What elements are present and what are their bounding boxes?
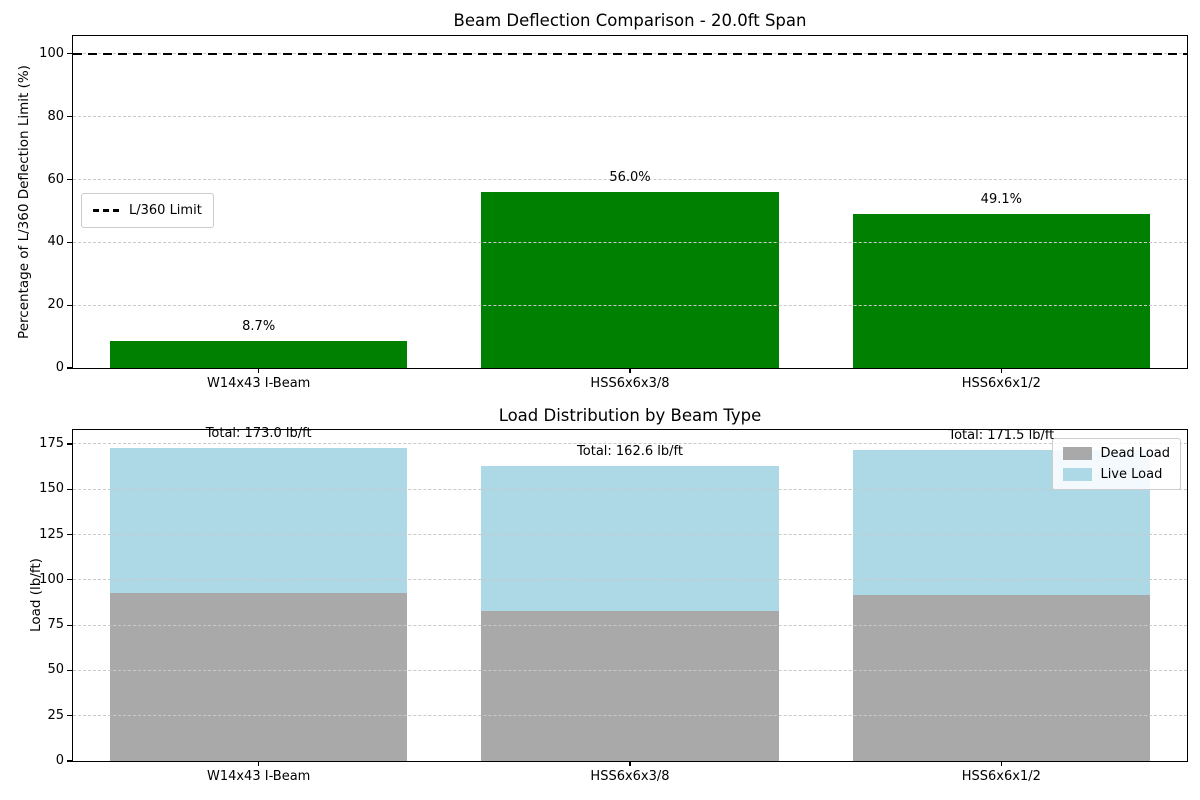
x-tick-mark bbox=[258, 368, 260, 373]
y-tick-mark bbox=[67, 760, 73, 762]
load-y-axis-label: Load (lb/ft) bbox=[28, 558, 44, 632]
y-tick-mark bbox=[67, 178, 73, 181]
y-tick-mark bbox=[67, 443, 73, 445]
y-tick-label: 50 bbox=[47, 662, 64, 678]
y-tick-mark bbox=[67, 241, 73, 243]
x-tick-label: HSS6x6x3/8 bbox=[590, 376, 670, 391]
y-tick-label: 0 bbox=[55, 753, 64, 768]
bar-segment bbox=[110, 340, 408, 368]
bar-segment bbox=[852, 595, 1150, 761]
grid-line bbox=[73, 178, 1187, 180]
x-tick-label: HSS6x6x1/2 bbox=[961, 376, 1041, 391]
y-tick-mark bbox=[67, 488, 73, 490]
bar-segment bbox=[110, 447, 408, 593]
bar-value-label: 56.0% bbox=[609, 170, 651, 186]
legend-row-live-load: Live Load bbox=[1063, 467, 1170, 482]
bar-segment bbox=[481, 611, 779, 761]
legend-row-dead-load: Dead Load bbox=[1063, 446, 1170, 461]
deflection-legend: L/360 Limit bbox=[81, 193, 214, 228]
legend-label-live-load: Live Load bbox=[1100, 467, 1163, 482]
y-tick-label: 0 bbox=[55, 360, 64, 375]
y-tick-label: 75 bbox=[47, 617, 64, 633]
bar-value-label: Total: 171.5 lb/ft bbox=[948, 428, 1055, 444]
y-tick-mark bbox=[67, 624, 73, 626]
x-tick-label: HSS6x6x3/8 bbox=[590, 769, 670, 784]
grid-line bbox=[73, 715, 1187, 717]
x-tick-label: HSS6x6x1/2 bbox=[961, 769, 1041, 784]
y-tick-label: 25 bbox=[47, 707, 64, 723]
bar-value-label: Total: 173.0 lb/ft bbox=[205, 425, 312, 441]
y-tick-label: 175 bbox=[39, 435, 64, 451]
legend-label-l360-limit: L/360 Limit bbox=[129, 203, 202, 218]
y-tick-label: 150 bbox=[39, 481, 64, 497]
bar-segment bbox=[852, 213, 1150, 368]
grid-line bbox=[73, 579, 1187, 581]
grid-line bbox=[73, 443, 1187, 445]
y-tick-mark bbox=[67, 715, 73, 717]
x-tick-label: W14x43 I-Beam bbox=[206, 769, 311, 784]
bar-segment bbox=[481, 466, 779, 612]
y-tick-label: 40 bbox=[47, 234, 64, 250]
bar-value-label: 8.7% bbox=[242, 318, 276, 334]
x-tick-mark bbox=[1000, 761, 1002, 766]
x-tick-label: W14x43 I-Beam bbox=[206, 376, 311, 391]
bar-value-label: 49.1% bbox=[980, 191, 1022, 207]
y-tick-label: 100 bbox=[39, 571, 64, 587]
grid-line bbox=[73, 241, 1187, 243]
y-tick-mark bbox=[67, 53, 73, 55]
grid-line bbox=[73, 624, 1187, 626]
live-load-swatch bbox=[1063, 468, 1093, 481]
deflection-axes: L/360 Limit 0 20 40 60 80 100 W14x43 I-Beam 8.7… bbox=[39, 35, 1188, 391]
bar-segment bbox=[110, 592, 408, 761]
reference-line bbox=[73, 52, 1187, 56]
bar-segment bbox=[481, 192, 779, 368]
deflection-chart-title: Beam Deflection Comparison - 20.0ft Span bbox=[453, 11, 807, 30]
load-chart-title: Load Distribution by Beam Type bbox=[498, 406, 762, 425]
x-tick-mark bbox=[629, 368, 631, 373]
legend-label-dead-load: Dead Load bbox=[1100, 446, 1170, 461]
grid-line bbox=[73, 669, 1187, 671]
grid-line bbox=[73, 304, 1187, 306]
y-tick-mark bbox=[67, 116, 73, 118]
load-legend: Dead Load Live Load bbox=[1052, 438, 1181, 490]
y-tick-label: 125 bbox=[39, 526, 64, 542]
deflection-y-axis-label: Percentage of L/360 Deflection Limit (%) bbox=[16, 65, 32, 339]
grid-line bbox=[73, 488, 1187, 490]
dashed-line-swatch bbox=[93, 209, 120, 212]
y-tick-mark bbox=[67, 367, 73, 369]
y-tick-mark bbox=[67, 304, 73, 306]
bar-value-label: Total: 162.6 lb/ft bbox=[577, 444, 683, 460]
x-tick-mark bbox=[258, 761, 260, 766]
dead-load-swatch bbox=[1063, 447, 1093, 460]
y-tick-label: 80 bbox=[47, 108, 64, 124]
x-tick-mark bbox=[629, 761, 631, 766]
load-axes: Dead Load Live Load 0 25 50 75 100 125 150 175 W… bbox=[39, 425, 1188, 784]
grid-line bbox=[73, 116, 1187, 118]
y-tick-mark bbox=[67, 579, 73, 581]
y-tick-label: 100 bbox=[39, 45, 64, 61]
y-tick-label: 60 bbox=[47, 171, 64, 187]
y-tick-mark bbox=[67, 533, 73, 536]
y-tick-mark bbox=[67, 669, 73, 671]
x-tick-mark bbox=[1000, 368, 1002, 373]
y-tick-label: 20 bbox=[47, 297, 64, 313]
grid-line bbox=[73, 533, 1187, 535]
